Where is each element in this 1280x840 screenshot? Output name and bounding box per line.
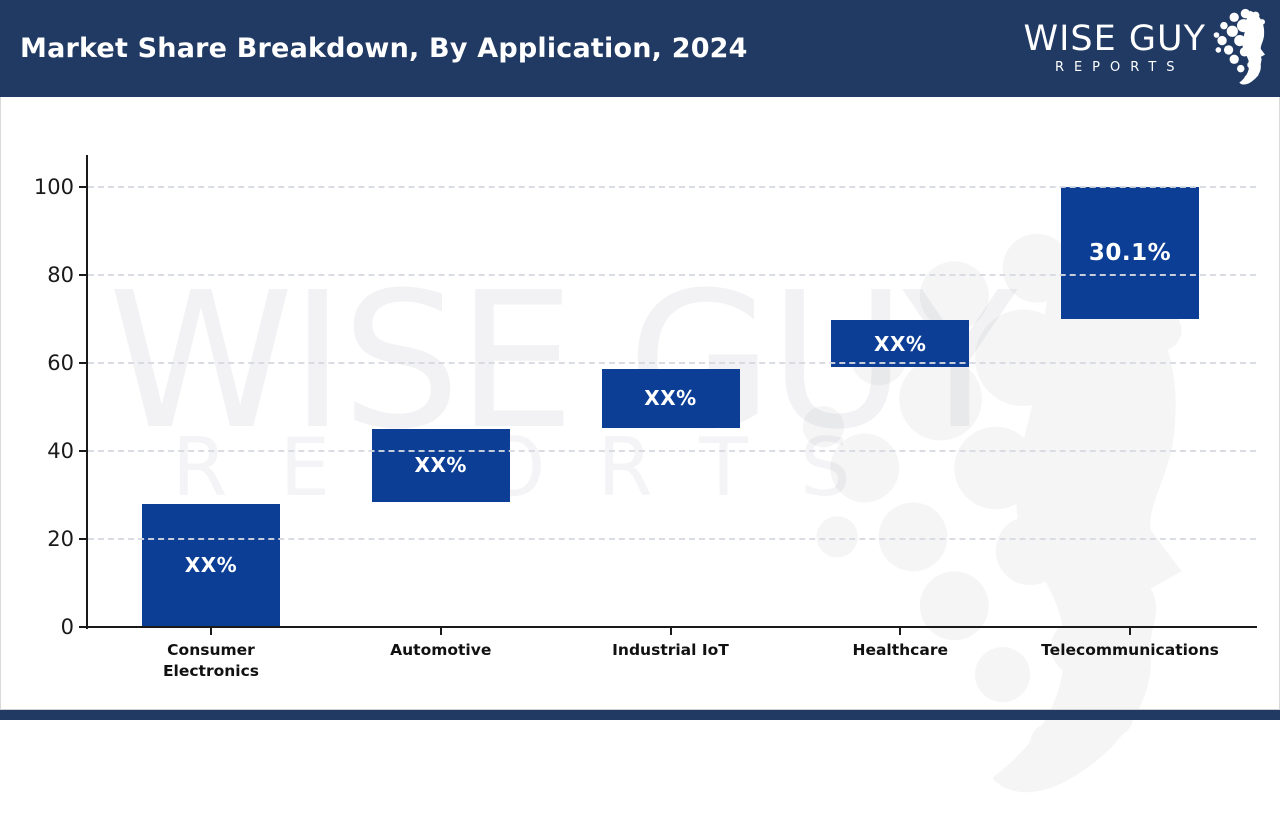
y-tick-mark (79, 626, 88, 628)
y-tick-label: 0 (60, 615, 74, 639)
y-gridline (88, 186, 1256, 188)
page-title: Market Share Breakdown, By Application, … (20, 33, 748, 64)
bar-segment: XX% (142, 503, 280, 627)
brand-logo: WISE GUY REPORTS (1023, 7, 1266, 91)
x-axis-category-label: Telecommunications (1041, 641, 1219, 659)
y-tick-mark (79, 274, 88, 276)
bar-segment: XX% (831, 319, 970, 368)
x-tick-mark (899, 628, 902, 635)
bar-value-label: XX% (184, 553, 238, 578)
x-axis-category-label: Consumer Electronics (162, 641, 260, 680)
x-tick-mark (210, 628, 212, 635)
x-axis-category-label: Automotive (390, 641, 492, 659)
bar-segment: XX% (371, 429, 510, 502)
y-tick-label: 40 (47, 439, 74, 463)
x-axis-line (85, 626, 1257, 628)
y-tick-label: 60 (47, 351, 74, 375)
dotted-head-icon (1213, 8, 1265, 85)
footer-bar (0, 710, 1280, 720)
bar-value-label: 30.1% (1088, 240, 1172, 267)
chart-plot-area: 0 20 40 60 80 100 XX% Consumer Electronics XX% Au… (0, 97, 1280, 710)
y-tick-label: 100 (33, 175, 74, 199)
header-bar: Market Share Breakdown, By Application, … (0, 0, 1280, 97)
y-gridline (88, 450, 1256, 452)
y-tick-mark (79, 362, 88, 364)
x-tick-mark (439, 628, 442, 635)
bar-value-label: XX% (414, 453, 467, 478)
x-axis-category-label: Healthcare (852, 641, 948, 659)
x-axis-category-label: Industrial IoT (612, 641, 729, 659)
y-gridline (88, 362, 1256, 364)
y-tick-mark (79, 186, 88, 188)
y-tick-mark (79, 450, 88, 452)
brand-subname: REPORTS (1054, 60, 1185, 75)
y-gridline (88, 274, 1256, 276)
y-tick-mark (79, 538, 88, 540)
bar-value-label: XX% (644, 386, 697, 411)
y-tick-label: 80 (47, 263, 74, 287)
brand-name: WISE GUY (1023, 19, 1206, 59)
x-tick-mark (669, 628, 672, 635)
brand-logo-text: WISE GUY REPORTS (1023, 19, 1206, 76)
bar-segment: XX% (601, 368, 740, 428)
y-axis-line (86, 155, 88, 629)
y-tick-label: 20 (47, 527, 74, 551)
x-tick-mark (1129, 628, 1131, 635)
bar-segment: 30.1% (1061, 187, 1199, 320)
bar-value-label: XX% (874, 331, 927, 356)
y-gridline (88, 538, 1256, 540)
